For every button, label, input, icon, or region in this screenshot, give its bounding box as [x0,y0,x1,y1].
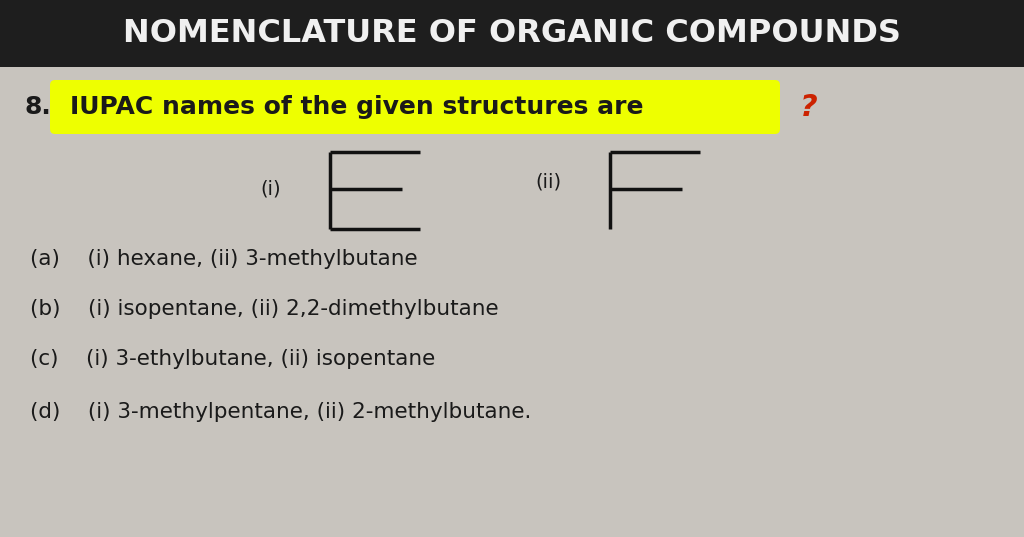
Text: NOMENCLATURE OF ORGANIC COMPOUNDS: NOMENCLATURE OF ORGANIC COMPOUNDS [123,18,901,49]
Text: (d)    (i) 3-methylpentane, (ii) 2-methylbutane.: (d) (i) 3-methylpentane, (ii) 2-methylbu… [30,402,531,422]
Text: 8.: 8. [25,95,52,119]
Text: (b)    (i) isopentane, (ii) 2,2-dimethylbutane: (b) (i) isopentane, (ii) 2,2-dimethylbut… [30,299,499,319]
Text: (c)    (i) 3-ethylbutane, (ii) isopentane: (c) (i) 3-ethylbutane, (ii) isopentane [30,349,435,369]
Text: IUPAC names of the given structures are: IUPAC names of the given structures are [70,95,643,119]
Text: (ii): (ii) [535,172,561,192]
Bar [0,0,1024,67]
FancyBboxPatch shape [50,80,780,134]
Text: ?: ? [800,92,818,121]
Text: (a)    (i) hexane, (ii) 3-methylbutane: (a) (i) hexane, (ii) 3-methylbutane [30,249,418,269]
Text: (i): (i) [260,179,281,199]
